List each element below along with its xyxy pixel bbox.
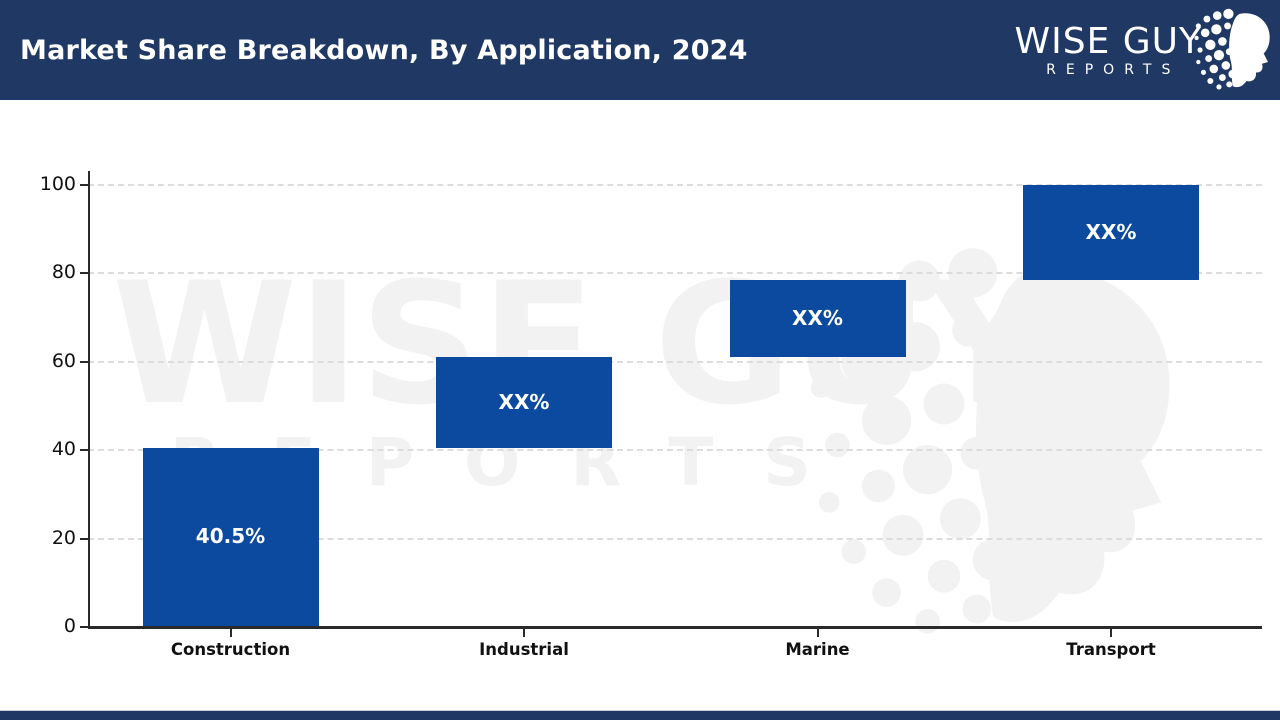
- bar-value-label-industrial: XX%: [498, 389, 550, 414]
- header: Market Share Breakdown, By Application, …: [0, 0, 1280, 100]
- y-axis-line: [88, 171, 90, 629]
- gridline-60: [88, 360, 1262, 363]
- gridline-80: [88, 272, 1262, 275]
- bar-value-label-construction: 40.5%: [195, 524, 266, 549]
- y-tick-40: [80, 449, 88, 452]
- bar-value-label-transport: XX%: [1085, 219, 1137, 244]
- bar-marine: [729, 280, 906, 358]
- bar-transport: [1023, 185, 1199, 281]
- y-tick-20: [80, 537, 88, 540]
- brand-logo: WISE GUY REPORTS: [1015, 6, 1275, 94]
- y-tick-label-0: 0: [63, 615, 76, 637]
- y-tick-100: [80, 184, 88, 186]
- y-tick-60: [80, 360, 88, 363]
- x-tick-label-industrial: Industrial: [479, 640, 569, 659]
- y-tick-label-20: 20: [51, 526, 76, 549]
- x-tick-transport: [1110, 629, 1112, 637]
- y-tick-label-40: 40: [51, 438, 76, 461]
- x-tick-label-transport: Transport: [1066, 640, 1156, 659]
- chart-area: WISE GUY REPORTS 0 20 40 60 80 100 40.5% XX% XX%…: [0, 100, 1280, 712]
- x-tick-industrial: [523, 629, 525, 637]
- bar-value-label-marine: XX%: [792, 305, 843, 330]
- x-tick-marine: [816, 629, 819, 637]
- y-tick-0: [80, 626, 88, 628]
- gridline-20: [88, 537, 1262, 540]
- footer-bar: [0, 710, 1280, 720]
- gridline-100: [88, 184, 1262, 186]
- x-tick-construction: [229, 629, 232, 637]
- brand-reports-text: REPORTS: [1046, 61, 1181, 78]
- bar-construction: [142, 447, 319, 627]
- brand-name-text: WISE GUY: [1014, 20, 1202, 62]
- x-axis-line: [88, 626, 1262, 629]
- bar-industrial: [436, 357, 612, 448]
- brand-wordmark: WISE GUY REPORTS: [1014, 20, 1203, 78]
- page-title: Market Share Breakdown, By Application, …: [20, 34, 748, 66]
- y-tick-80: [80, 272, 88, 275]
- gridline-40: [88, 449, 1262, 452]
- y-tick-label-100: 100: [39, 173, 76, 195]
- x-tick-label-construction: Construction: [170, 640, 291, 659]
- y-tick-label-60: 60: [51, 349, 76, 372]
- y-tick-label-80: 80: [51, 261, 76, 284]
- x-tick-label-marine: Marine: [785, 640, 850, 659]
